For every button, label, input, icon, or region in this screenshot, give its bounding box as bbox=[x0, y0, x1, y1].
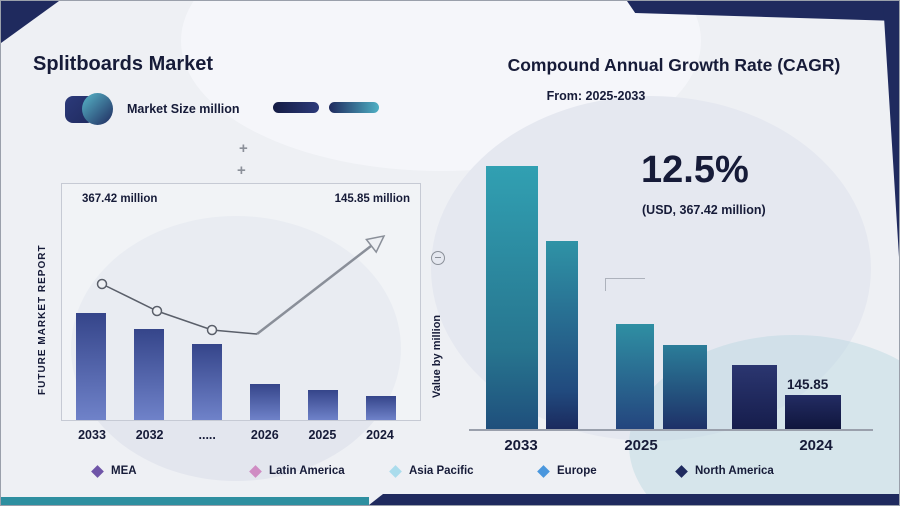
legend-label: North America bbox=[695, 465, 774, 477]
market-bar bbox=[76, 313, 106, 420]
cagr-x-labels: 2033 2025 2024 bbox=[469, 437, 873, 457]
x-axis-label: ..... bbox=[198, 428, 216, 442]
legend-item-mea: MEA bbox=[91, 464, 137, 478]
market-bar bbox=[366, 396, 396, 420]
diamond-icon bbox=[249, 464, 262, 478]
cagr-bar bbox=[663, 345, 707, 429]
cagr-bar bbox=[486, 166, 538, 429]
market-size-icon bbox=[65, 93, 113, 125]
market-x-labels: 2033 2032..... 2026 2025 2024 bbox=[75, 428, 397, 442]
cagr-subtitle: From: 2025-2033 bbox=[546, 89, 646, 103]
bottom-left-bar-decor bbox=[1, 497, 369, 505]
diamond-icon bbox=[91, 464, 104, 478]
x-axis-label: 2024 bbox=[366, 428, 394, 442]
cagr-bar bbox=[785, 395, 841, 429]
x-axis-label: 2033 bbox=[78, 428, 106, 442]
cagr-title: Compound Annual Growth Rate (CAGR) bbox=[507, 55, 841, 75]
diamond-icon bbox=[389, 464, 402, 478]
scale-pills-decor bbox=[273, 102, 379, 113]
market-size-label: Market Size million bbox=[127, 102, 240, 116]
legend-label: MEA bbox=[111, 465, 137, 477]
legend-label: Asia Pacific bbox=[409, 465, 474, 477]
region-legend: MEA Latin America Asia Pacific Europe North … bbox=[1, 464, 899, 483]
cagr-caption: (USD, 367.42 million) bbox=[642, 203, 766, 217]
x-axis-label: 2025 bbox=[308, 428, 337, 442]
circle-minus-icon bbox=[431, 251, 445, 265]
plus-decor: + bbox=[239, 140, 248, 157]
cagr-2024-value: 145.85 bbox=[787, 377, 829, 392]
diamond-icon bbox=[537, 464, 550, 478]
x-axis-label: 2032 bbox=[135, 428, 164, 442]
diamond-icon bbox=[675, 464, 688, 478]
bottom-right-bar-decor bbox=[369, 494, 899, 505]
cagr-y-axis-label: Value by million bbox=[431, 314, 443, 398]
market-size-chart: 367.42 million 145.85 million bbox=[61, 183, 421, 421]
left-chart-y-axis-label: FUTURE MARKET REPORT bbox=[37, 244, 48, 396]
annotation-max-value: 367.42 million bbox=[82, 193, 158, 205]
market-bar bbox=[134, 329, 164, 420]
plus-decor: + bbox=[237, 162, 246, 179]
legend-item-latin-america: Latin America bbox=[249, 464, 345, 478]
page-title: Splitboards Market bbox=[33, 53, 214, 75]
cagr-x-label: 2025 bbox=[624, 437, 658, 454]
market-size-legend: Market Size million bbox=[65, 93, 240, 125]
navy-pill-decor bbox=[273, 102, 319, 113]
corner-triangle-decor bbox=[1, 1, 59, 43]
legend-label: Latin America bbox=[269, 465, 345, 477]
corner-bracket-decor bbox=[605, 278, 645, 291]
cagr-bar bbox=[732, 365, 777, 429]
annotation-min-value: 145.85 million bbox=[334, 193, 410, 205]
cagr-x-label: 2024 bbox=[799, 437, 833, 454]
legend-item-europe: Europe bbox=[537, 464, 597, 478]
market-bars bbox=[76, 210, 396, 420]
legend-item-north-america: North America bbox=[675, 464, 774, 478]
legend-label: Europe bbox=[557, 465, 597, 477]
x-axis-label: 2026 bbox=[250, 428, 279, 442]
market-bar bbox=[250, 384, 280, 420]
market-bar bbox=[192, 344, 222, 420]
cagr-x-label: 2033 bbox=[504, 437, 538, 454]
legend-item-asia-pacific: Asia Pacific bbox=[389, 464, 474, 478]
right-edge-wedge-decor bbox=[883, 1, 899, 257]
cagr-bar bbox=[546, 241, 578, 429]
cagr-bar bbox=[616, 324, 654, 429]
cagr-chart bbox=[469, 151, 873, 431]
cagr-percentage: 12.5% bbox=[641, 149, 749, 191]
teal-pill-decor bbox=[329, 102, 379, 113]
market-bar bbox=[308, 390, 338, 420]
